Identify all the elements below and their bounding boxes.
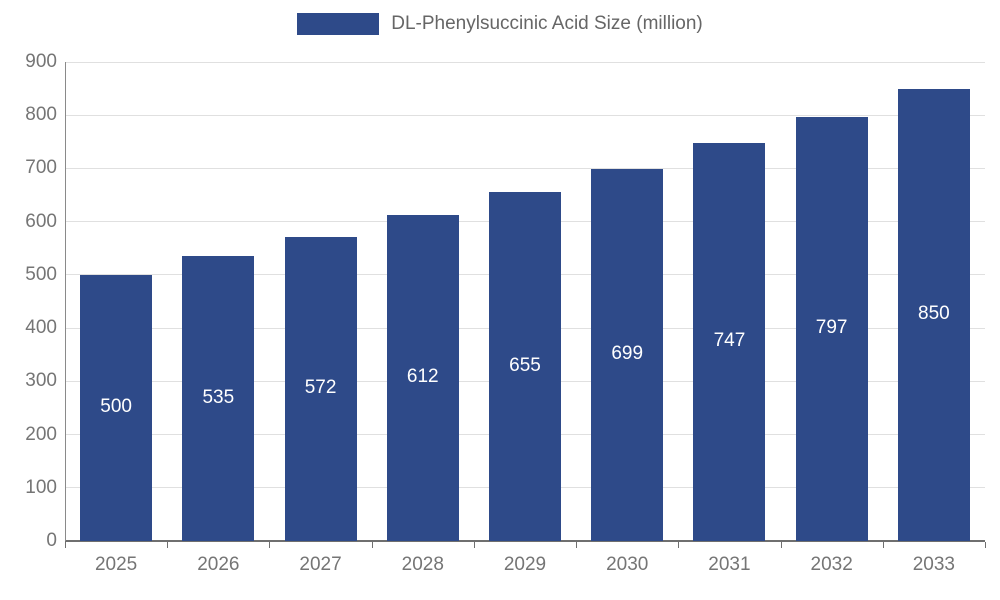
y-axis-tick-label: 900 [25,51,57,72]
y-axis-tick-label: 700 [25,157,57,179]
y-axis-tick-label: 0 [46,530,57,551]
x-axis-line [65,540,985,542]
x-axis-tick-label: 2030 [606,554,649,575]
bar-value-label: 850 [918,302,950,324]
x-axis-tick [473,542,475,548]
x-axis-tick [576,542,578,548]
x-axis-tick [678,542,680,548]
x-axis-tick [371,542,373,548]
bar-2032 [795,116,868,541]
bar-2027 [284,236,357,541]
x-axis-tick [65,542,66,548]
bar-2031 [693,143,766,541]
legend-label: DL-Phenylsuccinic Acid Size (million) [391,13,703,34]
gridline [65,61,985,63]
bar-2025 [80,274,153,541]
y-axis-tick-label: 300 [25,370,57,392]
x-axis-tick-label: 2032 [810,554,853,575]
x-axis-tick-label: 2025 [94,554,138,575]
gridline [65,114,985,116]
x-axis-tick [985,542,986,548]
y-axis-line [65,62,66,541]
bar-value-label: 535 [202,386,235,408]
bar-value-label: 572 [304,376,337,398]
bar-value-label: 797 [815,316,848,338]
bar-2033 [897,88,970,541]
x-axis-tick-label: 2033 [912,554,956,575]
gridline [65,167,985,169]
legend-swatch [297,13,380,35]
bar-value-label: 699 [611,342,644,364]
bar-value-label: 747 [713,330,746,352]
x-axis-tick-label: 2031 [708,554,751,575]
y-axis-tick-label: 800 [25,104,57,126]
bar-2026 [182,256,255,541]
x-axis-tick [780,542,782,548]
x-axis-tick-label: 2027 [299,554,342,575]
x-axis-tick-label: 2029 [503,554,547,575]
y-axis-tick-label: 500 [25,263,57,285]
x-axis-tick-label: 2026 [197,554,240,575]
x-axis-tick [269,542,271,548]
bar-value-label: 655 [509,354,541,376]
bar-2028 [386,215,459,541]
x-axis-tick [167,542,169,548]
y-axis-tick-label: 400 [25,317,57,339]
bar-value-label: 612 [406,366,439,388]
y-axis-tick-label: 200 [25,423,57,445]
legend-item[interactable]: DL-Phenylsuccinic Acid Size (million) [0,13,1000,35]
bar-2029 [489,192,561,541]
bar-2030 [591,168,664,541]
bar-value-label: 500 [100,395,132,417]
y-axis-tick-label: 600 [25,210,57,232]
x-axis-tick-label: 2028 [401,554,444,575]
x-axis-tick [882,542,884,548]
y-axis-tick-label: 100 [25,476,57,498]
